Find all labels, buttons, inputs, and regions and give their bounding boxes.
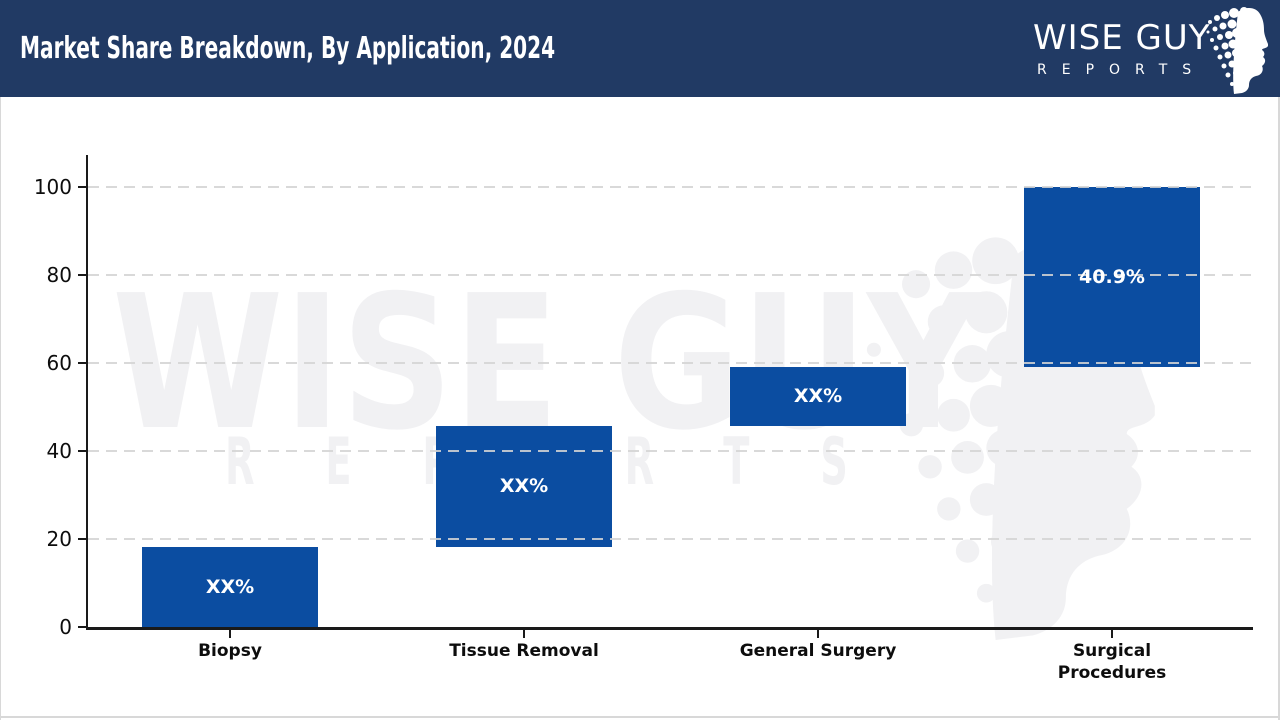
y-tick-label: 40 [46,439,72,463]
bar-value-label: XX% [499,475,549,498]
page-title: Market Share Breakdown, By Application, … [20,31,556,66]
chart-body: WISE GUY REPORTS 020406080100XX%BiopsyXX… [0,97,1280,720]
bar-segment [142,546,318,627]
y-tick [78,362,86,364]
y-tick [78,450,86,452]
logo-subtext: REPORTS [1037,62,1207,78]
y-tick [78,186,86,188]
x-axis [86,627,1253,630]
x-tick-label: Tissue Removal [449,641,599,661]
bar-segment [436,425,612,547]
wiseguy-logo: WISE GUY REPORTS [1027,4,1272,94]
header: Market Share Breakdown, By Application, … [0,0,1280,97]
x-tick-label: Biopsy [198,641,262,661]
y-tick-label: 0 [59,615,72,639]
logo-wordmark: WISE GUY [1033,18,1211,58]
y-axis [86,155,88,627]
y-tick [78,274,86,276]
x-tick [523,630,525,638]
x-tick-label: General Surgery [739,641,897,661]
x-tick [229,630,231,638]
y-tick-label: 60 [46,351,72,375]
bar-segment [730,366,906,426]
bar-value-label: XX% [205,575,255,598]
y-tick-label: 100 [33,175,72,199]
y-tick-label: 80 [46,263,72,287]
x-tick [817,630,819,638]
logo-head-icon [1206,7,1268,94]
right-edge-border [1278,97,1280,720]
x-tick [1111,630,1113,638]
y-tick [78,538,86,540]
bottom-edge-border [0,716,1280,718]
y-tick-label: 20 [46,527,72,551]
y-tick [78,626,86,628]
bar-value-label: 40.9% [1079,265,1145,288]
chart-plot-area: 0 20 40 60 80 100 XX% Biopsy XX% Tissue Removal XX… [0,97,1280,720]
left-edge-border [0,97,1,720]
x-tick-label: Surgical Procedures [1057,641,1167,683]
bar-value-label: XX% [793,385,843,408]
